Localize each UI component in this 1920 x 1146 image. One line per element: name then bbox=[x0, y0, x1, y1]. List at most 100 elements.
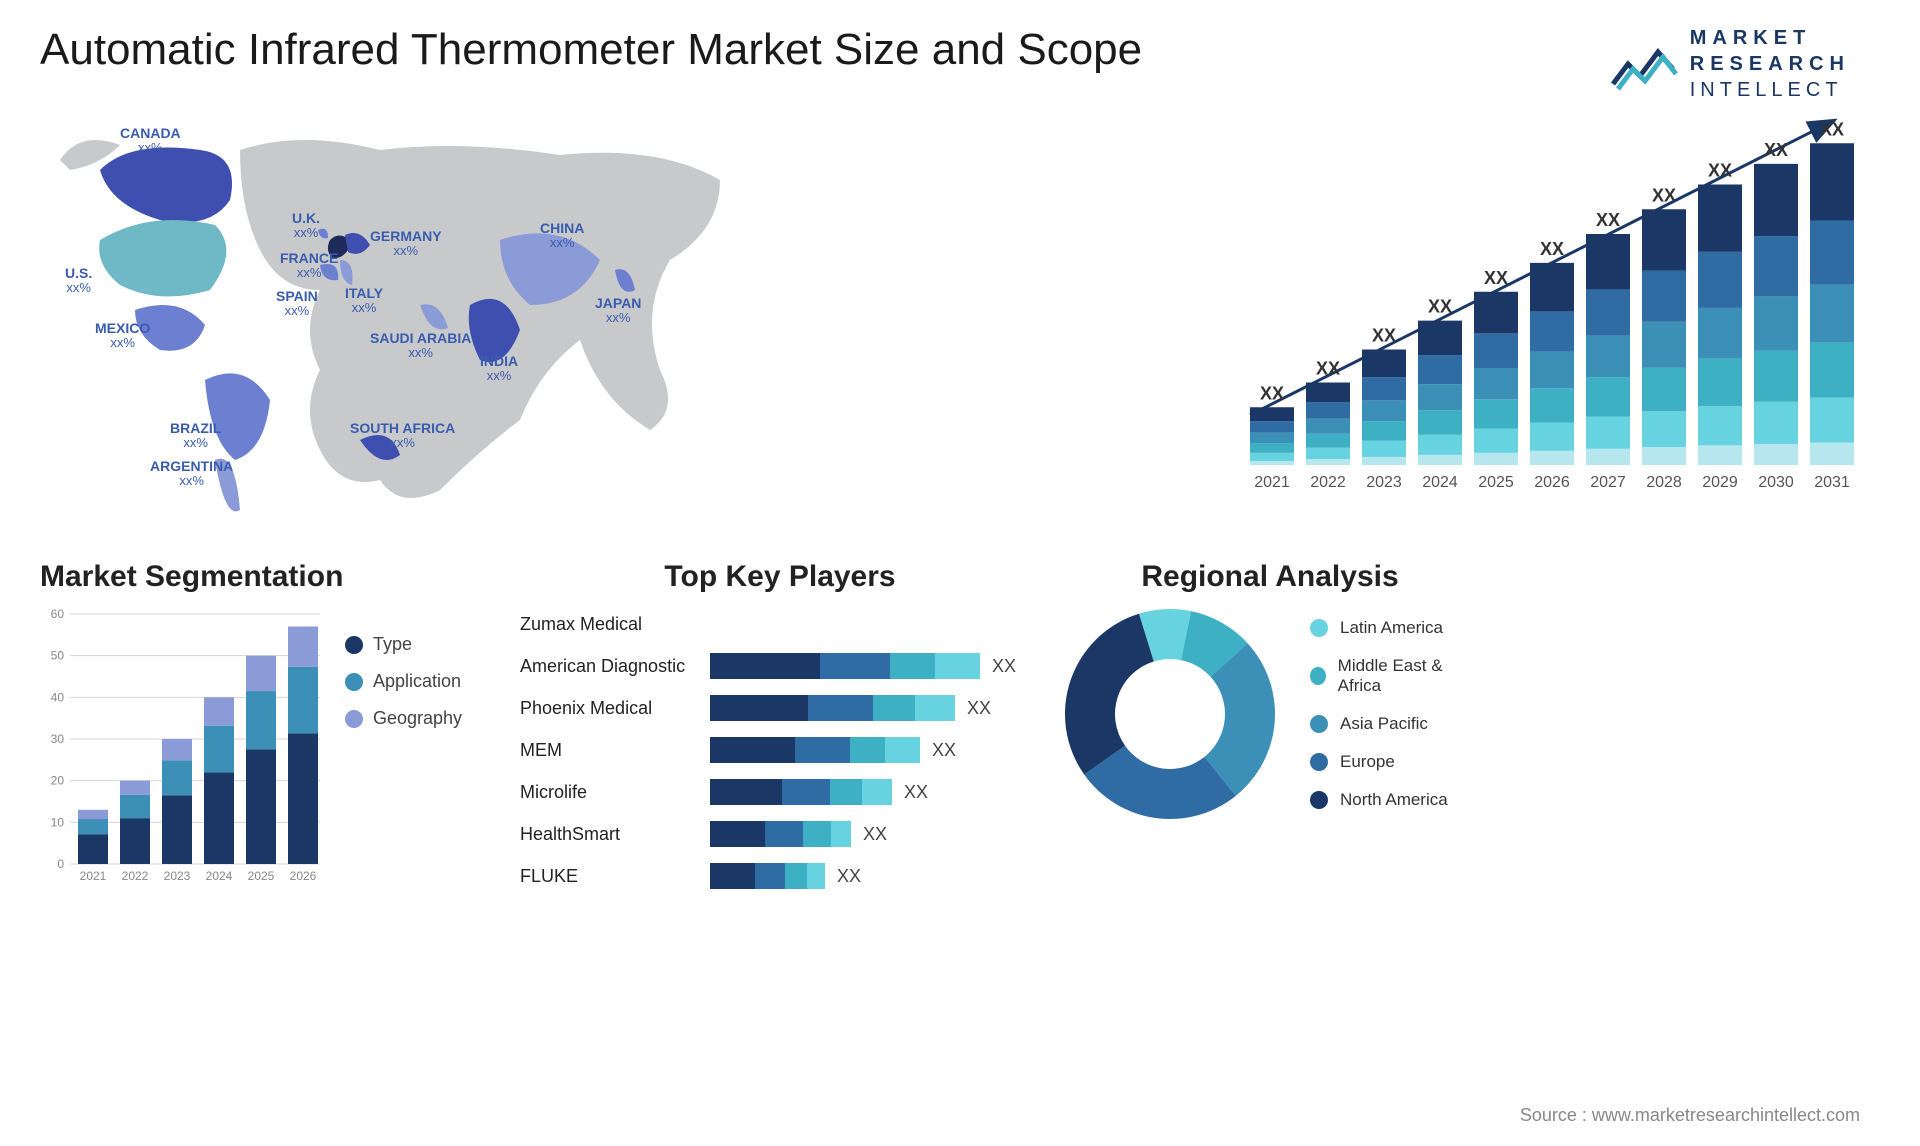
player-bar bbox=[710, 695, 955, 721]
map-label: GERMANYxx% bbox=[370, 228, 442, 259]
player-bar bbox=[710, 779, 892, 805]
svg-text:2024: 2024 bbox=[206, 869, 233, 883]
player-row: MEM XX bbox=[520, 730, 1040, 770]
svg-text:XX: XX bbox=[1652, 185, 1676, 205]
svg-text:2031: 2031 bbox=[1814, 474, 1850, 491]
key-players-chart: Zumax MedicalAmerican DiagnosticXXPhoeni… bbox=[520, 604, 1040, 896]
svg-text:2024: 2024 bbox=[1422, 474, 1458, 491]
player-value: XX bbox=[992, 656, 1016, 677]
key-players-title: Top Key Players bbox=[520, 560, 1040, 594]
svg-text:2025: 2025 bbox=[1478, 474, 1514, 491]
source-text: Source : www.marketresearchintellect.com bbox=[1520, 1105, 1860, 1126]
key-players-section: Top Key Players Zumax Medical American Di… bbox=[520, 560, 1040, 898]
map-label: SOUTH AFRICAxx% bbox=[350, 420, 455, 451]
svg-text:2026: 2026 bbox=[1534, 474, 1570, 491]
regional-donut bbox=[1060, 604, 1280, 824]
map-label: MEXICOxx% bbox=[95, 320, 150, 351]
svg-text:XX: XX bbox=[1484, 268, 1508, 288]
svg-text:2022: 2022 bbox=[1310, 474, 1346, 491]
logo-text: MARKET RESEARCH INTELLECT bbox=[1690, 25, 1850, 103]
page-title: Automatic Infrared Thermometer Market Si… bbox=[40, 25, 1142, 75]
map-label: U.K.xx% bbox=[292, 210, 320, 241]
svg-text:XX: XX bbox=[1316, 359, 1340, 379]
regional-title: Regional Analysis bbox=[1060, 560, 1480, 594]
player-row: FLUKE XX bbox=[520, 856, 1040, 896]
svg-text:2023: 2023 bbox=[164, 869, 191, 883]
map-label: ITALYxx% bbox=[345, 285, 383, 316]
map-label: ARGENTINAxx% bbox=[150, 458, 233, 489]
svg-text:2021: 2021 bbox=[80, 869, 107, 883]
segmentation-section: Market Segmentation 0 10 20 30 40 50 60 2021 202… bbox=[40, 560, 500, 884]
player-row: Microlife XX bbox=[520, 772, 1040, 812]
player-bar bbox=[710, 863, 825, 889]
player-bar bbox=[710, 653, 980, 679]
svg-text:XX: XX bbox=[1596, 210, 1620, 230]
world-map: CANADAxx%U.S.xx%MEXICOxx%BRAZILxx%ARGENT… bbox=[40, 110, 740, 530]
svg-text:60: 60 bbox=[51, 607, 65, 621]
player-name: MEM bbox=[520, 740, 710, 761]
regional-legend: Latin AmericaMiddle East & AfricaAsia Pa… bbox=[1310, 618, 1470, 810]
brand-logo: MARKET RESEARCH INTELLECT bbox=[1608, 25, 1850, 103]
svg-text:2022: 2022 bbox=[122, 869, 149, 883]
svg-text:0: 0 bbox=[57, 857, 64, 871]
svg-text:XX: XX bbox=[1708, 161, 1732, 181]
player-value: XX bbox=[863, 824, 887, 845]
market-size-chart-svg: XX 2021 XX 2022 XX 2023 XX 2024 XX 2025 XX 2026 XX 20… bbox=[1240, 115, 1860, 495]
svg-text:2029: 2029 bbox=[1702, 474, 1738, 491]
legend-item: Asia Pacific bbox=[1310, 714, 1470, 734]
svg-text:10: 10 bbox=[51, 815, 65, 829]
svg-text:30: 30 bbox=[51, 732, 65, 746]
map-label: CANADAxx% bbox=[120, 125, 181, 156]
svg-text:XX: XX bbox=[1372, 326, 1396, 346]
player-value: XX bbox=[837, 866, 861, 887]
svg-text:2027: 2027 bbox=[1590, 474, 1626, 491]
segmentation-title: Market Segmentation bbox=[40, 560, 500, 594]
player-row: American Diagnostic XX bbox=[520, 646, 1040, 686]
svg-text:XX: XX bbox=[1820, 119, 1844, 139]
player-bar bbox=[710, 737, 920, 763]
legend-item: Geography bbox=[345, 708, 462, 729]
logo-icon bbox=[1608, 34, 1678, 94]
market-size-chart: XX 2021 XX 2022 XX 2023 XX 2024 XX 2025 XX 2026 XX 20… bbox=[1240, 115, 1860, 495]
svg-text:2028: 2028 bbox=[1646, 474, 1682, 491]
svg-text:20: 20 bbox=[51, 774, 65, 788]
legend-item: Middle East & Africa bbox=[1310, 656, 1470, 696]
player-value: XX bbox=[932, 740, 956, 761]
player-value: XX bbox=[967, 698, 991, 719]
svg-text:2021: 2021 bbox=[1254, 474, 1290, 491]
player-bar bbox=[710, 821, 851, 847]
svg-text:50: 50 bbox=[51, 649, 65, 663]
map-label: SAUDI ARABIAxx% bbox=[370, 330, 471, 361]
map-label: CHINAxx% bbox=[540, 220, 584, 251]
map-label: INDIAxx% bbox=[480, 353, 518, 384]
player-name: Microlife bbox=[520, 782, 710, 803]
segmentation-chart: 0 10 20 30 40 50 60 2021 2022 2023 2024 2025 2026 bbox=[40, 604, 320, 884]
player-name: HealthSmart bbox=[520, 824, 710, 845]
player-name: FLUKE bbox=[520, 866, 710, 887]
player-name: American Diagnostic bbox=[520, 656, 710, 677]
svg-text:40: 40 bbox=[51, 690, 65, 704]
svg-text:2026: 2026 bbox=[290, 869, 317, 883]
map-label: JAPANxx% bbox=[595, 295, 641, 326]
player-row: Phoenix Medical XX bbox=[520, 688, 1040, 728]
svg-text:XX: XX bbox=[1764, 140, 1788, 160]
svg-text:XX: XX bbox=[1260, 383, 1284, 403]
map-label: U.S.xx% bbox=[65, 265, 92, 296]
svg-text:2025: 2025 bbox=[248, 869, 275, 883]
player-name: Phoenix Medical bbox=[520, 698, 710, 719]
player-row: Zumax Medical bbox=[520, 604, 1040, 644]
svg-text:2030: 2030 bbox=[1758, 474, 1794, 491]
map-label: FRANCExx% bbox=[280, 250, 338, 281]
player-value: XX bbox=[904, 782, 928, 803]
svg-text:XX: XX bbox=[1540, 239, 1564, 259]
segmentation-legend: Type Application Geography bbox=[345, 604, 462, 884]
legend-item: Type bbox=[345, 634, 462, 655]
legend-item: Europe bbox=[1310, 752, 1470, 772]
regional-section: Regional Analysis Latin AmericaMiddle Ea… bbox=[1060, 560, 1480, 824]
player-name: Zumax Medical bbox=[520, 614, 710, 635]
player-row: HealthSmart XX bbox=[520, 814, 1040, 854]
legend-item: Application bbox=[345, 671, 462, 692]
map-label: SPAINxx% bbox=[276, 288, 318, 319]
svg-text:2023: 2023 bbox=[1366, 474, 1402, 491]
legend-item: North America bbox=[1310, 790, 1470, 810]
